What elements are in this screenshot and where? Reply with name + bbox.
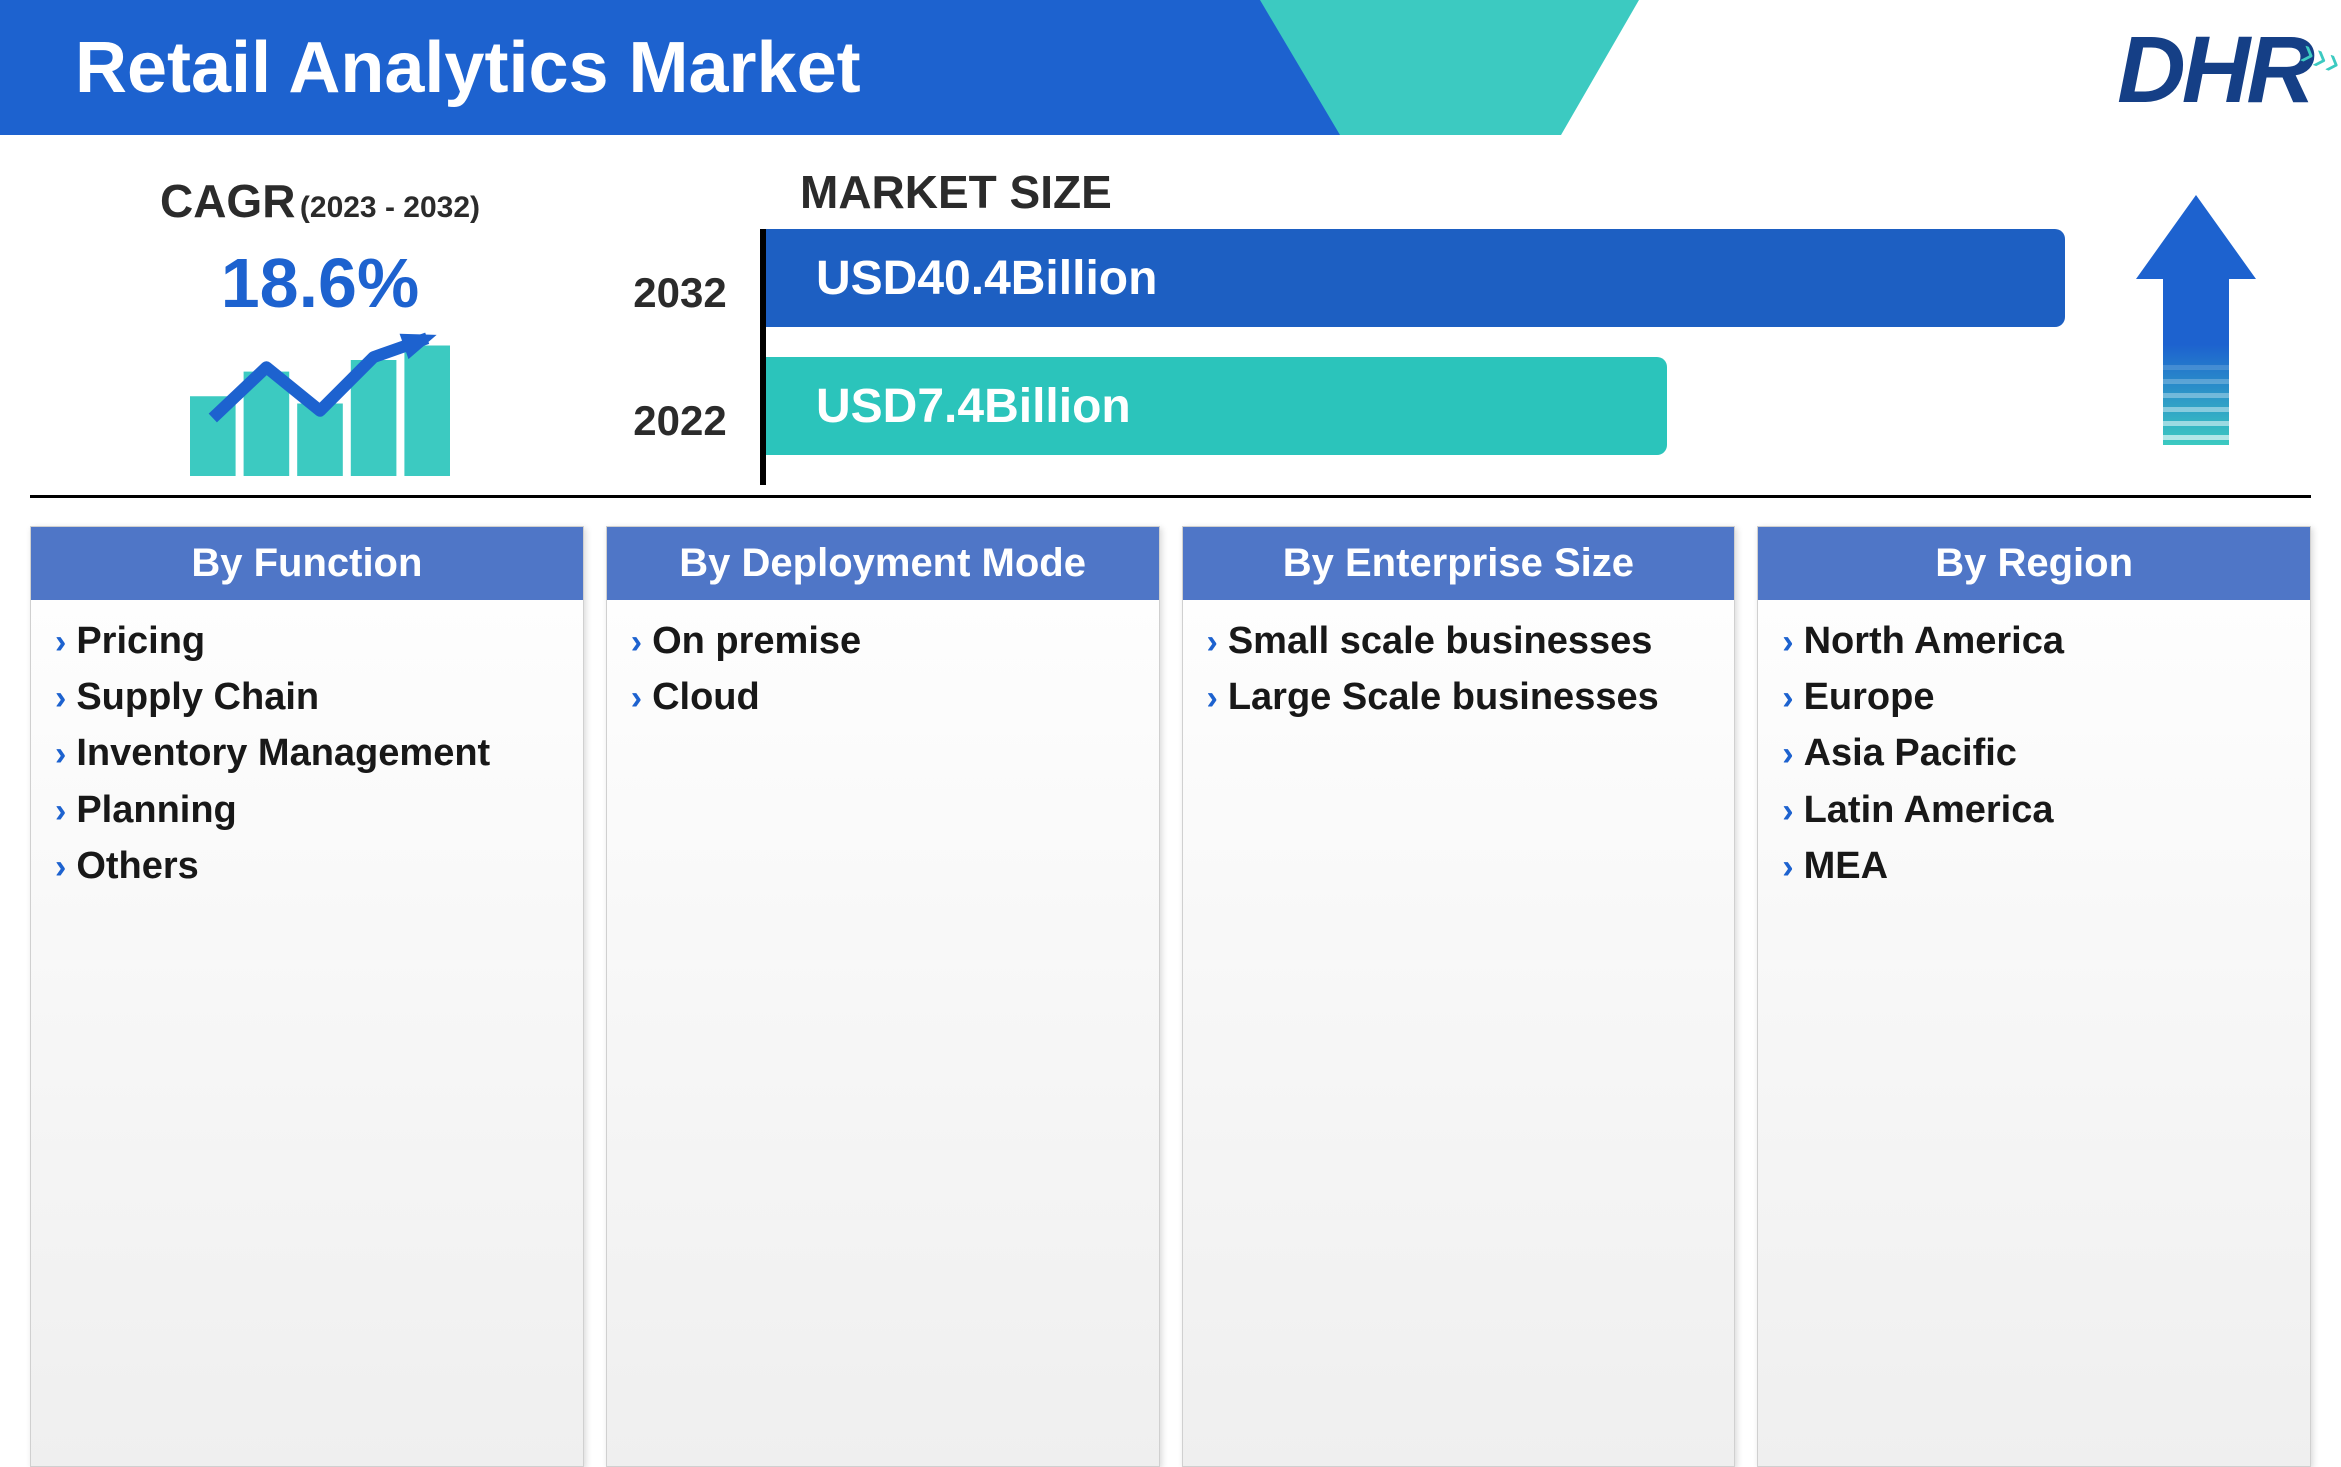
segment-list-3: ›North America›Europe›Asia Pacific›Latin… bbox=[1758, 600, 2310, 909]
segment-item-label: Large Scale businesses bbox=[1228, 676, 1659, 720]
segment-item-label: On premise bbox=[652, 620, 861, 664]
chevron-right-icon: › bbox=[1782, 620, 1793, 664]
chevron-right-icon: › bbox=[1207, 676, 1218, 720]
market-size-block: MARKET SIZE 2032 2022 USD 40.4 BillionUS… bbox=[600, 165, 2091, 485]
market-bar-1: USD 7.4 Billion bbox=[766, 357, 2091, 455]
segment-item-label: Small scale businesses bbox=[1228, 620, 1653, 664]
segment-header-3: By Region bbox=[1758, 527, 2310, 600]
segment-item-2-1: ›Large Scale businesses bbox=[1207, 676, 1711, 720]
brand-logo: DHR ››› bbox=[2117, 20, 2311, 120]
segment-item-label: MEA bbox=[1804, 845, 1888, 889]
segment-header-1: By Deployment Mode bbox=[607, 527, 1159, 600]
cagr-mini-chart-icon bbox=[190, 331, 450, 476]
cagr-period: (2023 - 2032) bbox=[300, 191, 480, 224]
segment-card-3: By Region›North America›Europe›Asia Paci… bbox=[1757, 526, 2311, 1467]
chevron-right-icon: › bbox=[55, 732, 66, 776]
segment-item-1-0: ›On premise bbox=[631, 620, 1135, 664]
segment-list-1: ›On premise›Cloud bbox=[607, 600, 1159, 740]
segment-header-0: By Function bbox=[31, 527, 583, 600]
segment-header-2: By Enterprise Size bbox=[1183, 527, 1735, 600]
chevron-right-icon: › bbox=[1782, 845, 1793, 889]
segment-item-label: Cloud bbox=[652, 676, 760, 720]
segment-item-3-0: ›North America bbox=[1782, 620, 2286, 664]
chevron-right-icon: › bbox=[55, 845, 66, 889]
segment-item-label: Pricing bbox=[76, 620, 205, 664]
chevron-right-icon: › bbox=[1782, 732, 1793, 776]
header-bar: Retail Analytics Market DHR ››› bbox=[0, 0, 2341, 135]
segment-item-0-1: ›Supply Chain bbox=[55, 676, 559, 720]
chevron-right-icon: › bbox=[55, 676, 66, 720]
segment-list-0: ›Pricing›Supply Chain›Inventory Manageme… bbox=[31, 600, 583, 909]
cagr-label: CAGR bbox=[160, 175, 295, 227]
market-size-label: MARKET SIZE bbox=[800, 165, 2091, 219]
bar-year-0: 2032 bbox=[600, 269, 760, 317]
chevron-right-icon: › bbox=[1207, 620, 1218, 664]
segment-list-2: ›Small scale businesses›Large Scale busi… bbox=[1183, 600, 1735, 740]
segment-item-3-4: ›MEA bbox=[1782, 845, 2286, 889]
segment-item-0-4: ›Others bbox=[55, 845, 559, 889]
chevron-right-icon: › bbox=[631, 620, 642, 664]
growth-arrow-icon bbox=[2136, 195, 2256, 445]
cagr-heading: CAGR (2023 - 2032) bbox=[160, 174, 480, 228]
chevron-right-icon: › bbox=[631, 676, 642, 720]
page-title: Retail Analytics Market bbox=[75, 27, 861, 109]
market-bar-fill-0: USD 40.4 Billion bbox=[766, 229, 2065, 327]
segment-item-0-2: ›Inventory Management bbox=[55, 732, 559, 776]
segment-item-3-3: ›Latin America bbox=[1782, 789, 2286, 833]
chevron-right-icon: › bbox=[55, 620, 66, 664]
market-bar-0: USD 40.4 Billion bbox=[766, 229, 2091, 327]
segment-item-label: Europe bbox=[1804, 676, 1935, 720]
segment-card-0: By Function›Pricing›Supply Chain›Invento… bbox=[30, 526, 584, 1467]
chevron-right-icon: › bbox=[1782, 676, 1793, 720]
segment-item-label: Supply Chain bbox=[76, 676, 319, 720]
segments-row: By Function›Pricing›Supply Chain›Invento… bbox=[0, 498, 2341, 1467]
segment-item-label: Planning bbox=[76, 789, 236, 833]
segment-item-2-0: ›Small scale businesses bbox=[1207, 620, 1711, 664]
chevron-right-icon: › bbox=[55, 789, 66, 833]
segment-item-1-1: ›Cloud bbox=[631, 676, 1135, 720]
segment-item-label: Inventory Management bbox=[76, 732, 490, 776]
segment-item-3-2: ›Asia Pacific bbox=[1782, 732, 2286, 776]
segment-item-label: Others bbox=[76, 845, 198, 889]
metrics-row: CAGR (2023 - 2032) 18.6% MARKET SIZE 203… bbox=[30, 135, 2311, 498]
header-blue-stripe: Retail Analytics Market bbox=[0, 0, 1260, 135]
segment-item-label: Latin America bbox=[1804, 789, 2054, 833]
cagr-value: 18.6% bbox=[221, 243, 419, 323]
infographic-root: Retail Analytics Market DHR ››› CAGR (20… bbox=[0, 0, 2341, 1467]
segment-card-2: By Enterprise Size›Small scale businesse… bbox=[1182, 526, 1736, 1467]
bar-years: 2032 2022 bbox=[600, 229, 760, 485]
segment-item-0-3: ›Planning bbox=[55, 789, 559, 833]
growth-arrow-col bbox=[2121, 195, 2271, 455]
market-bar-fill-1: USD 7.4 Billion bbox=[766, 357, 1667, 455]
segment-item-label: Asia Pacific bbox=[1804, 732, 2017, 776]
cagr-block: CAGR (2023 - 2032) 18.6% bbox=[70, 174, 570, 476]
logo-text: DHR bbox=[2117, 16, 2311, 125]
segment-card-1: By Deployment Mode›On premise›Cloud bbox=[606, 526, 1160, 1467]
bars-wrap: USD 40.4 Billion USD 7.4 Billion bbox=[766, 229, 2091, 485]
segment-item-label: North America bbox=[1804, 620, 2064, 664]
segment-item-3-1: ›Europe bbox=[1782, 676, 2286, 720]
chevron-right-icon: › bbox=[1782, 789, 1793, 833]
segment-item-0-0: ›Pricing bbox=[55, 620, 559, 664]
bars-outer: 2032 2022 USD 40.4 Billion USD 7.4 Billio… bbox=[600, 229, 2091, 485]
bar-year-1: 2022 bbox=[600, 397, 760, 445]
